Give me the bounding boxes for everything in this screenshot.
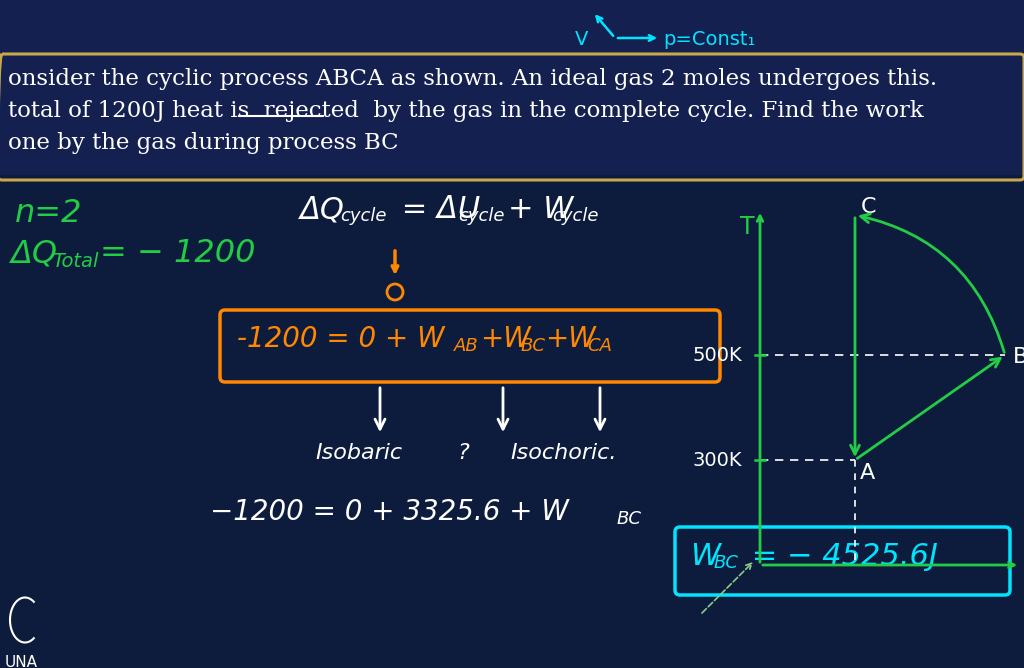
Text: = − 4525.6J: = − 4525.6J — [742, 542, 938, 571]
Text: Total: Total — [52, 252, 98, 271]
Text: cycle: cycle — [552, 207, 598, 225]
Text: p=Const₁: p=Const₁ — [663, 30, 756, 49]
Text: BC: BC — [617, 510, 642, 528]
Text: cycle: cycle — [458, 207, 505, 225]
Text: +W: +W — [480, 325, 530, 353]
Text: BC: BC — [521, 337, 546, 355]
Text: V: V — [574, 30, 588, 49]
Text: Isochoric.: Isochoric. — [510, 443, 616, 463]
Text: B: B — [1013, 347, 1024, 367]
Text: ΔQ: ΔQ — [10, 238, 57, 269]
Text: +W: +W — [545, 325, 596, 353]
Text: n=2: n=2 — [15, 198, 83, 229]
Text: ?: ? — [457, 443, 469, 463]
Text: CA: CA — [587, 337, 612, 355]
Text: 300K: 300K — [692, 451, 741, 470]
Text: AB: AB — [454, 337, 479, 355]
Text: cycle: cycle — [340, 207, 386, 225]
Text: A: A — [860, 463, 876, 483]
Text: + W: + W — [508, 195, 573, 224]
Text: C: C — [861, 197, 877, 217]
Polygon shape — [0, 0, 1024, 175]
Text: Isobaric: Isobaric — [315, 443, 402, 463]
Text: W: W — [690, 542, 720, 571]
Text: ΔQ: ΔQ — [300, 195, 345, 224]
Text: = ΔU: = ΔU — [392, 195, 480, 224]
Text: one by the gas during process BC: one by the gas during process BC — [8, 132, 398, 154]
Text: total of 1200J heat is  rejected  by the gas in the complete cycle. Find the wor: total of 1200J heat is rejected by the g… — [8, 100, 924, 122]
Text: T: T — [740, 215, 755, 239]
Text: −1200 = 0 + 3325.6 + W: −1200 = 0 + 3325.6 + W — [210, 498, 569, 526]
Text: = − 1200: = − 1200 — [100, 238, 256, 269]
Text: onsider the cyclic process ABCA as shown. An ideal gas 2 moles undergoes this.: onsider the cyclic process ABCA as shown… — [8, 68, 937, 90]
Text: -1200 = 0 + W: -1200 = 0 + W — [237, 325, 444, 353]
Text: UNA: UNA — [5, 655, 38, 668]
Text: BC: BC — [714, 554, 739, 572]
Text: 500K: 500K — [692, 346, 741, 365]
